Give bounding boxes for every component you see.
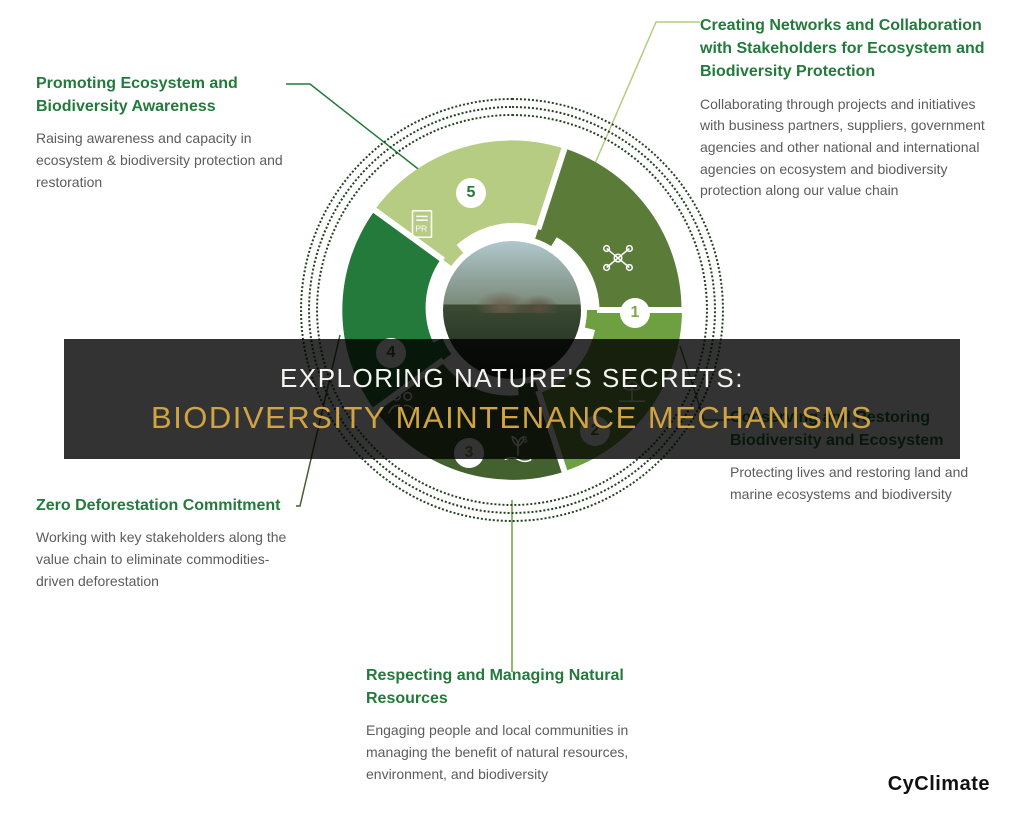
callout-3-body: Engaging people and local communities in… — [366, 720, 666, 785]
brand-watermark: CyClimate — [888, 773, 990, 796]
segment-badge-5: 5 — [456, 178, 486, 208]
document-pr-icon: PR — [402, 204, 442, 244]
callout-5: Promoting Ecosystem and Biodiversity Awa… — [36, 72, 286, 193]
callout-1-heading: Creating Networks and Collaboration with… — [700, 14, 1000, 84]
title-card: EXPLORING NATURE'S SECRETS: BIODIVERSITY… — [64, 339, 960, 459]
network-icon — [598, 238, 638, 278]
callout-4: Zero Deforestation Commitment Working wi… — [36, 494, 296, 592]
callout-2-body: Protecting lives and restoring land and … — [730, 462, 990, 505]
title-line-2: BIODIVERSITY MAINTENANCE MECHANISMS — [151, 400, 873, 436]
callout-3: Respecting and Managing Natural Resource… — [366, 664, 666, 785]
svg-text:PR: PR — [415, 224, 427, 234]
title-line-1: EXPLORING NATURE'S SECRETS: — [280, 363, 744, 394]
callout-4-body: Working with key stakeholders along the … — [36, 527, 296, 592]
callout-3-heading: Respecting and Managing Natural Resource… — [366, 664, 666, 710]
callout-1: Creating Networks and Collaboration with… — [700, 14, 1000, 202]
callout-5-heading: Promoting Ecosystem and Biodiversity Awa… — [36, 72, 286, 118]
segment-badge-1: 1 — [620, 298, 650, 328]
callout-5-body: Raising awareness and capacity in ecosys… — [36, 128, 286, 193]
callout-4-heading: Zero Deforestation Commitment — [36, 494, 296, 517]
callout-1-body: Collaborating through projects and initi… — [700, 94, 1000, 202]
